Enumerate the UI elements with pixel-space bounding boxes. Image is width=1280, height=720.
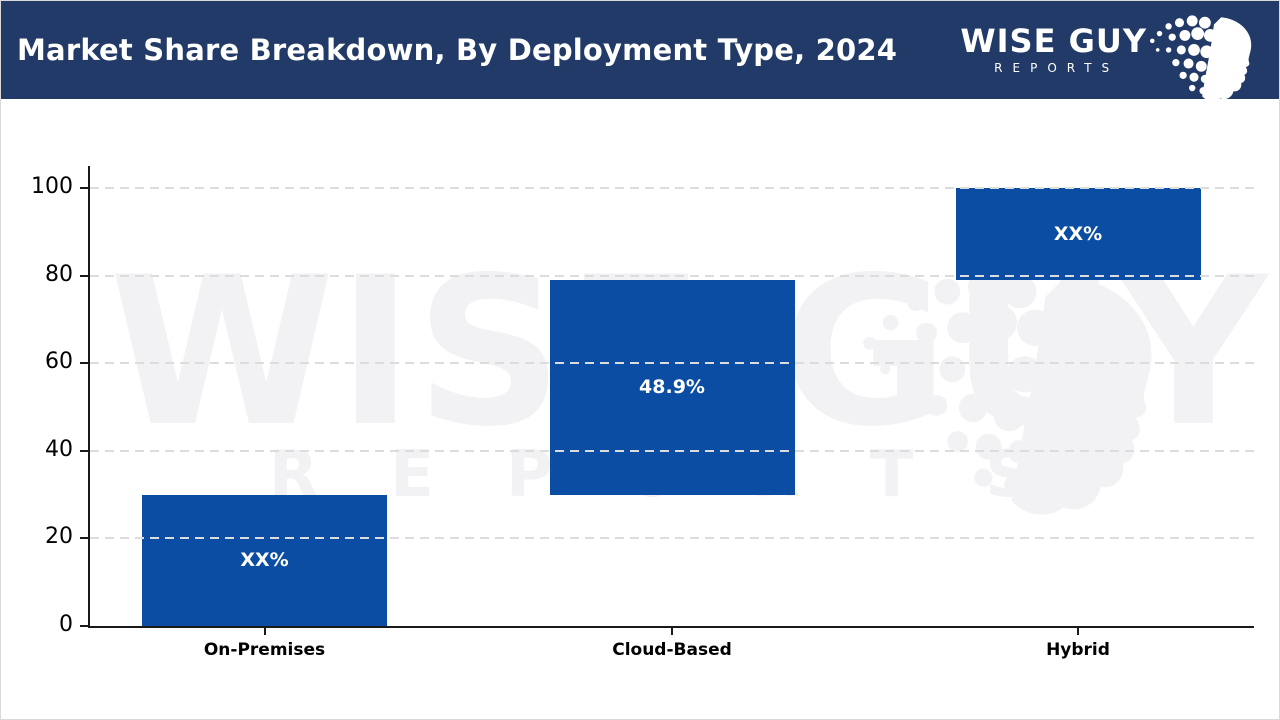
bar-value-label: XX% xyxy=(1053,223,1103,246)
bar-value-label: XX% xyxy=(240,549,289,572)
x-tick-mark xyxy=(1077,628,1079,635)
x-axis-label-on-premises: On-Premises xyxy=(203,640,326,660)
header-band: Market Share Breakdown, By Deployment Ty… xyxy=(1,1,1279,101)
wise-guy-reports-logo: WISE GUY REPORTS xyxy=(960,15,1259,101)
y-tick-label: 100 xyxy=(31,174,73,199)
y-tick-label: 20 xyxy=(45,524,73,550)
logo-sub-text: REPORTS xyxy=(994,61,1120,76)
x-axis xyxy=(88,626,1254,628)
page-title: Market Share Breakdown, By Deployment Ty… xyxy=(17,33,898,67)
y-tick-mark xyxy=(80,537,89,540)
y-tick-mark xyxy=(80,274,89,277)
bar-on-premises: XX% xyxy=(142,494,387,626)
bar-value-label: 48.9% xyxy=(639,376,705,399)
y-tick-mark xyxy=(80,449,89,452)
y-tick-mark xyxy=(80,187,89,189)
x-tick-mark xyxy=(263,628,266,635)
y-axis xyxy=(88,166,90,628)
x-axis-label-hybrid: Hybrid xyxy=(1046,640,1110,660)
y-tick-label: 0 xyxy=(59,612,73,637)
bar-cloud-based: 48.9% xyxy=(549,280,795,495)
y-tick-label: 60 xyxy=(45,349,73,375)
logo-head-profile-icon xyxy=(1145,11,1263,107)
logo-name-text: WISE GUY xyxy=(960,21,1147,60)
y-tick-mark xyxy=(80,362,89,365)
y-tick-label: 80 xyxy=(45,261,73,287)
x-tick-mark xyxy=(671,628,673,635)
x-axis-label-cloud-based: Cloud-Based xyxy=(612,640,732,660)
bar-hybrid: XX% xyxy=(955,188,1201,281)
y-tick-mark xyxy=(80,625,89,627)
y-tick-label: 40 xyxy=(45,436,73,462)
